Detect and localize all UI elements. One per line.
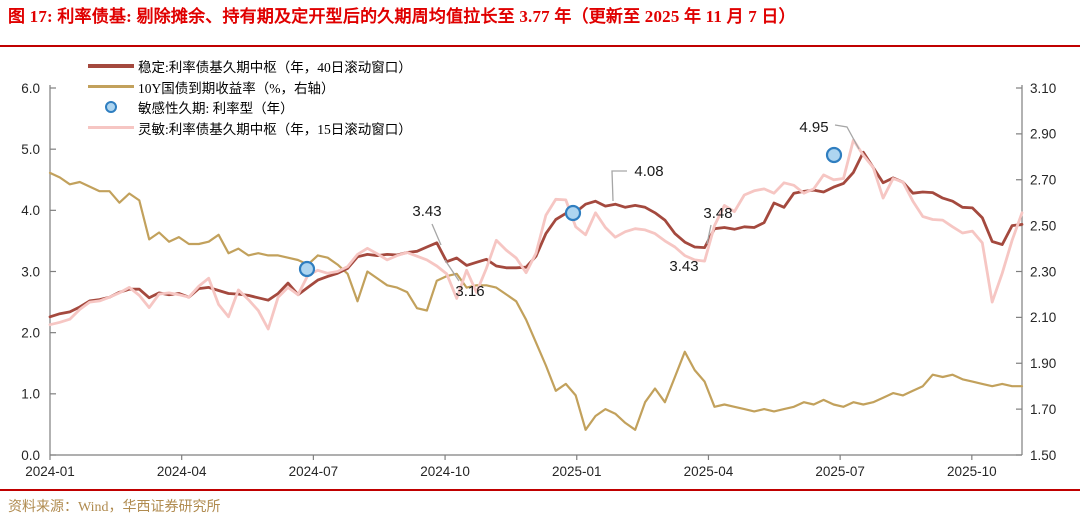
annotation-label: 4.08 [634,163,663,180]
legend-label-10y-yield: 10Y国债到期收益率（%，右轴） [138,80,335,96]
annotation-callout-line [444,259,460,282]
x-axis-tick-label: 2024-04 [157,464,207,479]
left-axis-tick-label: 0.0 [21,448,40,463]
sensitive-duration-marker [564,204,582,222]
x-axis-tick-label: 2025-04 [684,464,734,479]
x-axis-tick-label: 2024-07 [289,464,339,479]
left-axis-tick-label: 6.0 [21,81,40,96]
annotation-callout-line [611,170,627,202]
annotation-label: 3.16 [455,283,484,300]
legend-item-sensitive: 灵敏:利率债基久期中枢（年，15日滚动窗口） [88,118,412,139]
left-axis-tick-label: 1.0 [21,387,40,402]
right-axis-tick-label: 3.10 [1030,81,1056,96]
title-divider-line [0,45,1080,47]
x-axis-tick-label: 2025-01 [552,464,602,479]
sensitive-duration-line [48,138,1024,331]
right-axis-tick-label: 1.90 [1030,356,1056,371]
chart-legend: 稳定:利率债基久期中枢（年，40日滚动窗口） 10Y国债到期收益率（%，右轴） … [88,56,412,138]
left-axis-tick-label: 5.0 [21,142,40,157]
x-axis-tick-label: 2024-10 [420,464,470,479]
annotation-callout-line [834,124,860,150]
legend-item-sensitive-duration: 敏感性久期: 利率型（年） [88,97,412,118]
yield-10y-line [48,171,1024,431]
sensitive-duration-marker [825,146,843,164]
right-axis-tick-label: 1.70 [1030,402,1056,417]
legend-label-sensitive: 灵敏:利率债基久期中枢（年，15日滚动窗口） [138,121,412,137]
right-axis-tick-label: 2.10 [1030,310,1056,325]
left-axis-tick-label: 2.0 [21,325,40,340]
left-axis-tick-label: 4.0 [21,203,40,218]
x-axis-tick-label: 2024-01 [25,464,75,479]
footer-divider-line [0,489,1080,491]
annotation-callout-line [431,223,442,246]
right-axis-tick-label: 2.50 [1030,218,1056,233]
sensitive-line-swatch-icon [88,126,134,130]
left-axis-tick-label: 3.0 [21,264,40,279]
right-axis-tick-label: 1.50 [1030,448,1056,463]
legend-label-stable: 稳定:利率债基久期中枢（年，40日滚动窗口） [138,60,412,76]
stable-line-swatch-icon [88,64,134,69]
annotation-callout-line [706,224,712,245]
annotation-label: 3.43 [669,258,698,275]
right-axis-tick-label: 2.70 [1030,173,1056,188]
yield-line-swatch-icon [88,85,134,89]
legend-item-10y-yield: 10Y国债到期收益率（%，右轴） [88,77,412,98]
marker-circle-swatch-icon [88,101,134,114]
annotation-label: 4.95 [799,119,828,136]
legend-label-sensitive-duration: 敏感性久期: 利率型（年） [138,101,294,117]
right-axis-tick-label: 2.90 [1030,127,1056,142]
annotation-label: 3.48 [703,205,732,222]
right-axis-tick-label: 2.30 [1030,264,1056,279]
source-note: 资料来源：Wind，华西证券研究所 [8,500,221,515]
x-axis-tick-label: 2025-07 [815,464,865,479]
annotation-label: 3.43 [412,203,441,220]
figure-title: 图 17: 利率债基: 剔除摊余、持有期及定开型后的久期周均值拉长至 3.77 … [8,7,796,26]
x-axis-tick-label: 2025-10 [947,464,997,479]
sensitive-duration-marker [298,260,316,278]
legend-item-stable: 稳定:利率债基久期中枢（年，40日滚动窗口） [88,56,412,77]
